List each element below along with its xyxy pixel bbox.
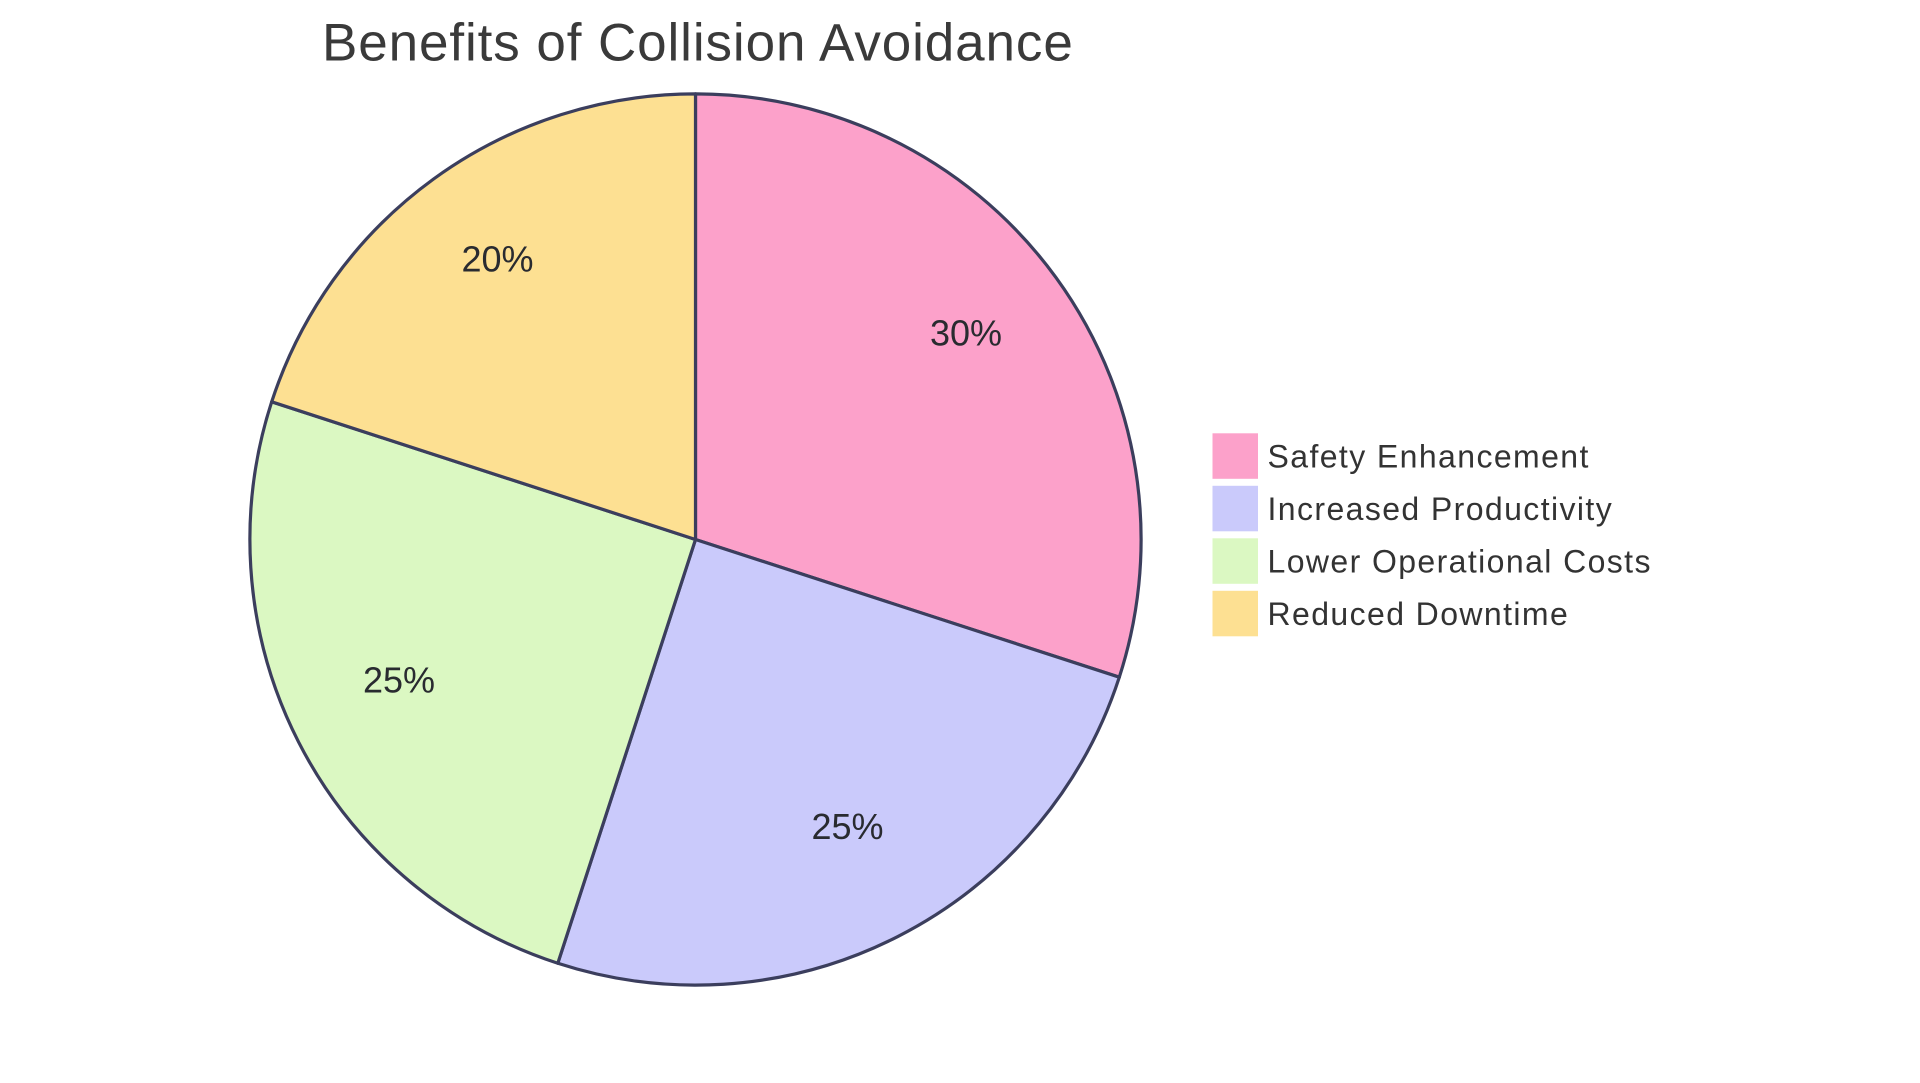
svg-text:30%: 30% [930, 313, 1002, 354]
svg-text:25%: 25% [363, 660, 435, 701]
svg-text:Safety Enhancement: Safety Enhancement [1268, 439, 1590, 475]
svg-text:Increased Productivity: Increased Productivity [1268, 491, 1614, 527]
svg-text:Reduced Downtime: Reduced Downtime [1268, 596, 1570, 632]
svg-text:20%: 20% [461, 239, 533, 280]
svg-text:Benefits of Collision Avoidanc: Benefits of Collision Avoidance [322, 14, 1074, 73]
svg-text:Lower Operational Costs: Lower Operational Costs [1268, 544, 1652, 580]
svg-text:25%: 25% [811, 806, 883, 847]
